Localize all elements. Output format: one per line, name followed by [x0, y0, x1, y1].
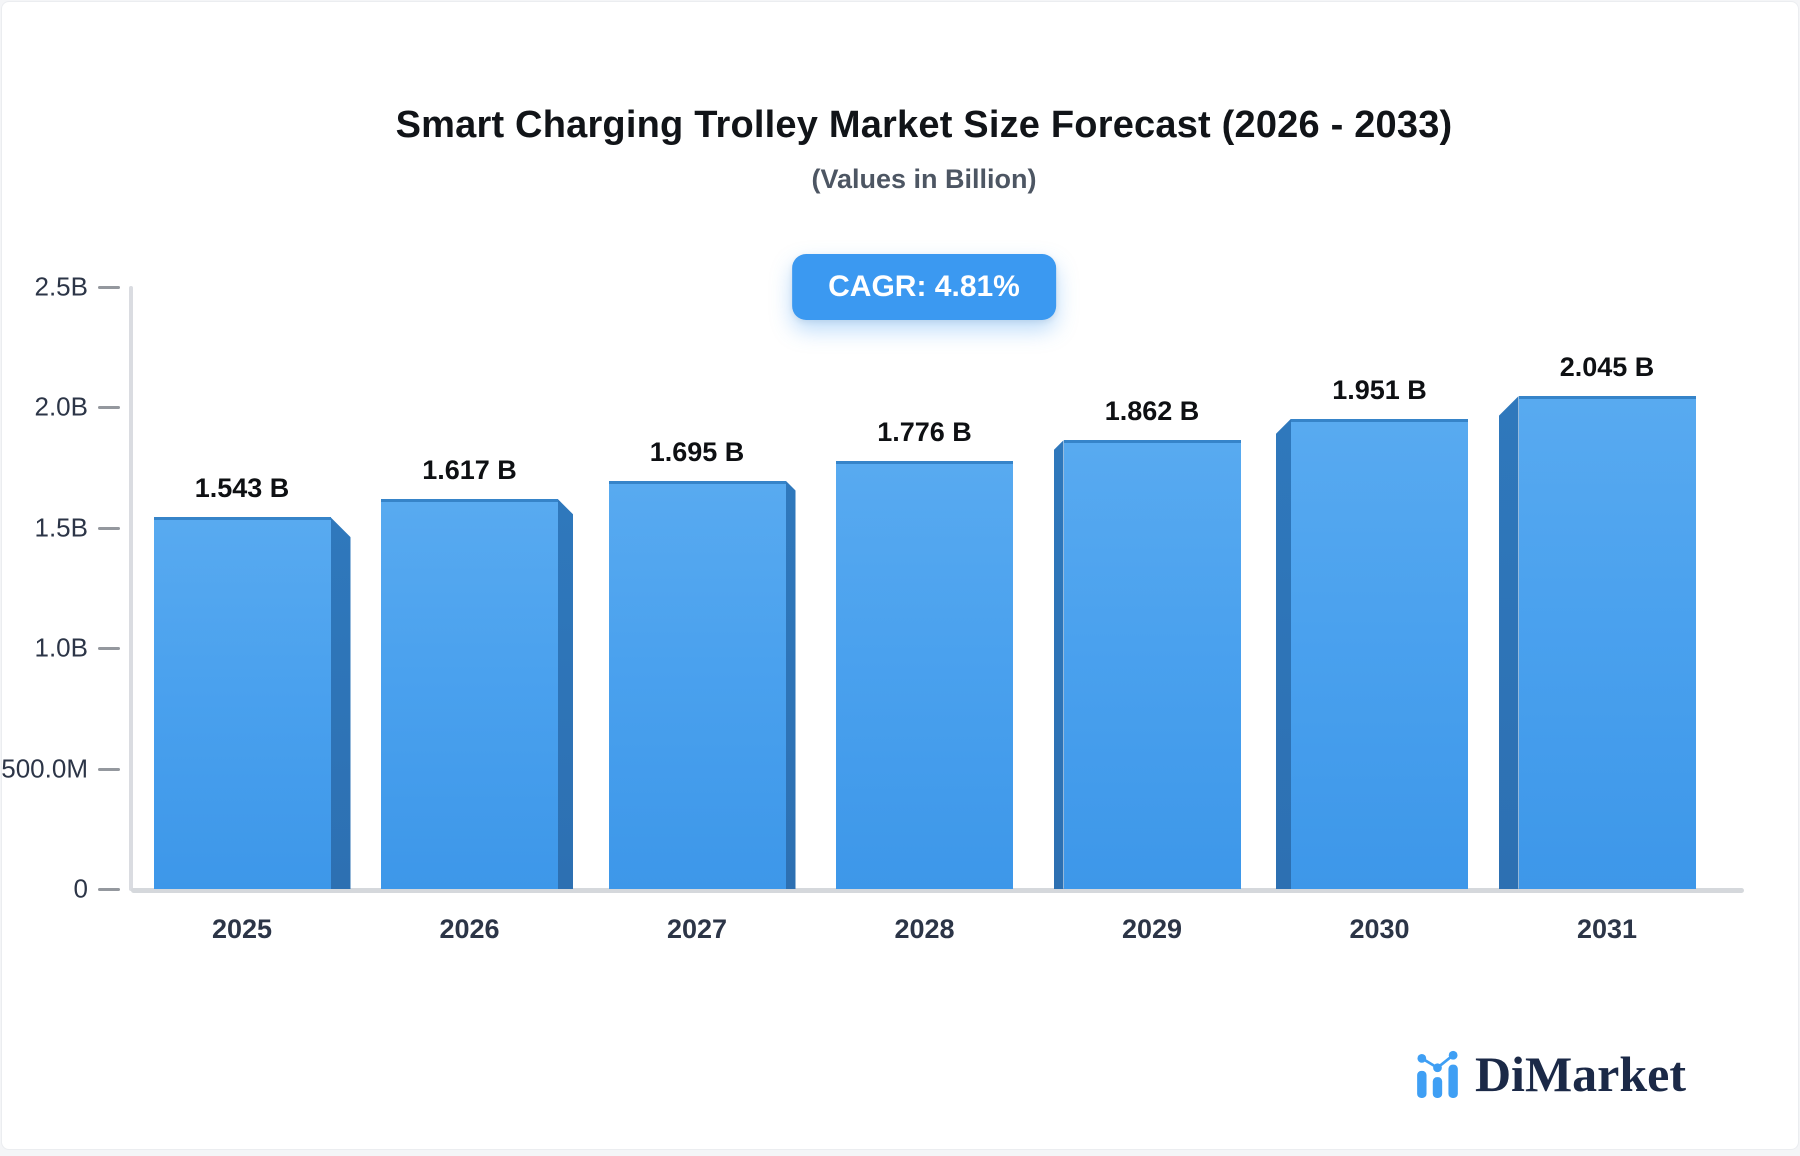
chart-title: Smart Charging Trolley Market Size Forec… — [395, 104, 1453, 146]
mini-bar-line-chart-icon — [1417, 1050, 1458, 1098]
bar-value-label: 1.695 B — [649, 436, 745, 467]
y-tick-label: 2.0B — [34, 391, 89, 422]
bar-side-face — [1498, 396, 1519, 889]
bar-value-label: 1.951 B — [1332, 374, 1427, 405]
x-axis-label-2025: 2025 — [211, 914, 273, 944]
bar-2026 — [381, 499, 558, 889]
x-axis-label-2028: 2028 — [894, 914, 955, 944]
bar-2030 — [1291, 418, 1468, 889]
dimarket-logo-text: DiMarket — [1474, 1046, 1686, 1102]
bar-2029 — [1063, 440, 1241, 889]
x-axis-label-2029: 2029 — [1121, 914, 1183, 944]
bar-2025 — [153, 517, 331, 889]
chart-subtitle: (Values in Billion) — [811, 164, 1037, 194]
bar-2031 — [1518, 396, 1696, 889]
y-tick-mark — [98, 526, 120, 530]
dimarket-logo: DiMarket — [1415, 1049, 1686, 1099]
x-axis-label-2030: 2030 — [1349, 914, 1410, 944]
y-tick-label: 1.5B — [34, 512, 89, 542]
y-tick-label: 2.5B — [34, 271, 89, 301]
y-tick-mark — [98, 888, 120, 891]
bar-value-label: 1.776 B — [877, 416, 972, 447]
x-axis-line — [131, 888, 1744, 893]
bar-side-face — [785, 480, 796, 889]
x-axis-label-2027: 2027 — [666, 914, 728, 944]
bar-value-label: 2.045 B — [1559, 352, 1655, 383]
y-tick-label: 500.0M — [1, 753, 88, 783]
bar-value-label: 1.617 B — [422, 455, 517, 486]
bar-side-face — [1053, 440, 1064, 889]
y-tick-mark — [98, 767, 120, 771]
y-tick-mark — [98, 406, 120, 409]
bar-side-face — [1276, 418, 1291, 889]
cagr-badge: CAGR: 4.81% — [792, 254, 1056, 320]
bar-side-face — [558, 499, 573, 889]
bar-value-label: 1.543 B — [194, 473, 290, 504]
y-tick-label: 1.0B — [34, 632, 89, 663]
y-tick-label: 0 — [73, 873, 88, 904]
bar-side-face — [330, 517, 351, 889]
x-axis-label-2026: 2026 — [439, 914, 500, 944]
bar-2027 — [608, 480, 786, 889]
y-tick-mark — [98, 647, 120, 650]
bar-2028 — [836, 460, 1013, 889]
x-axis-label-2031: 2031 — [1576, 914, 1638, 944]
y-tick-mark — [98, 285, 120, 289]
bar-value-label: 1.862 B — [1104, 396, 1200, 427]
y-axis-line — [129, 286, 133, 891]
